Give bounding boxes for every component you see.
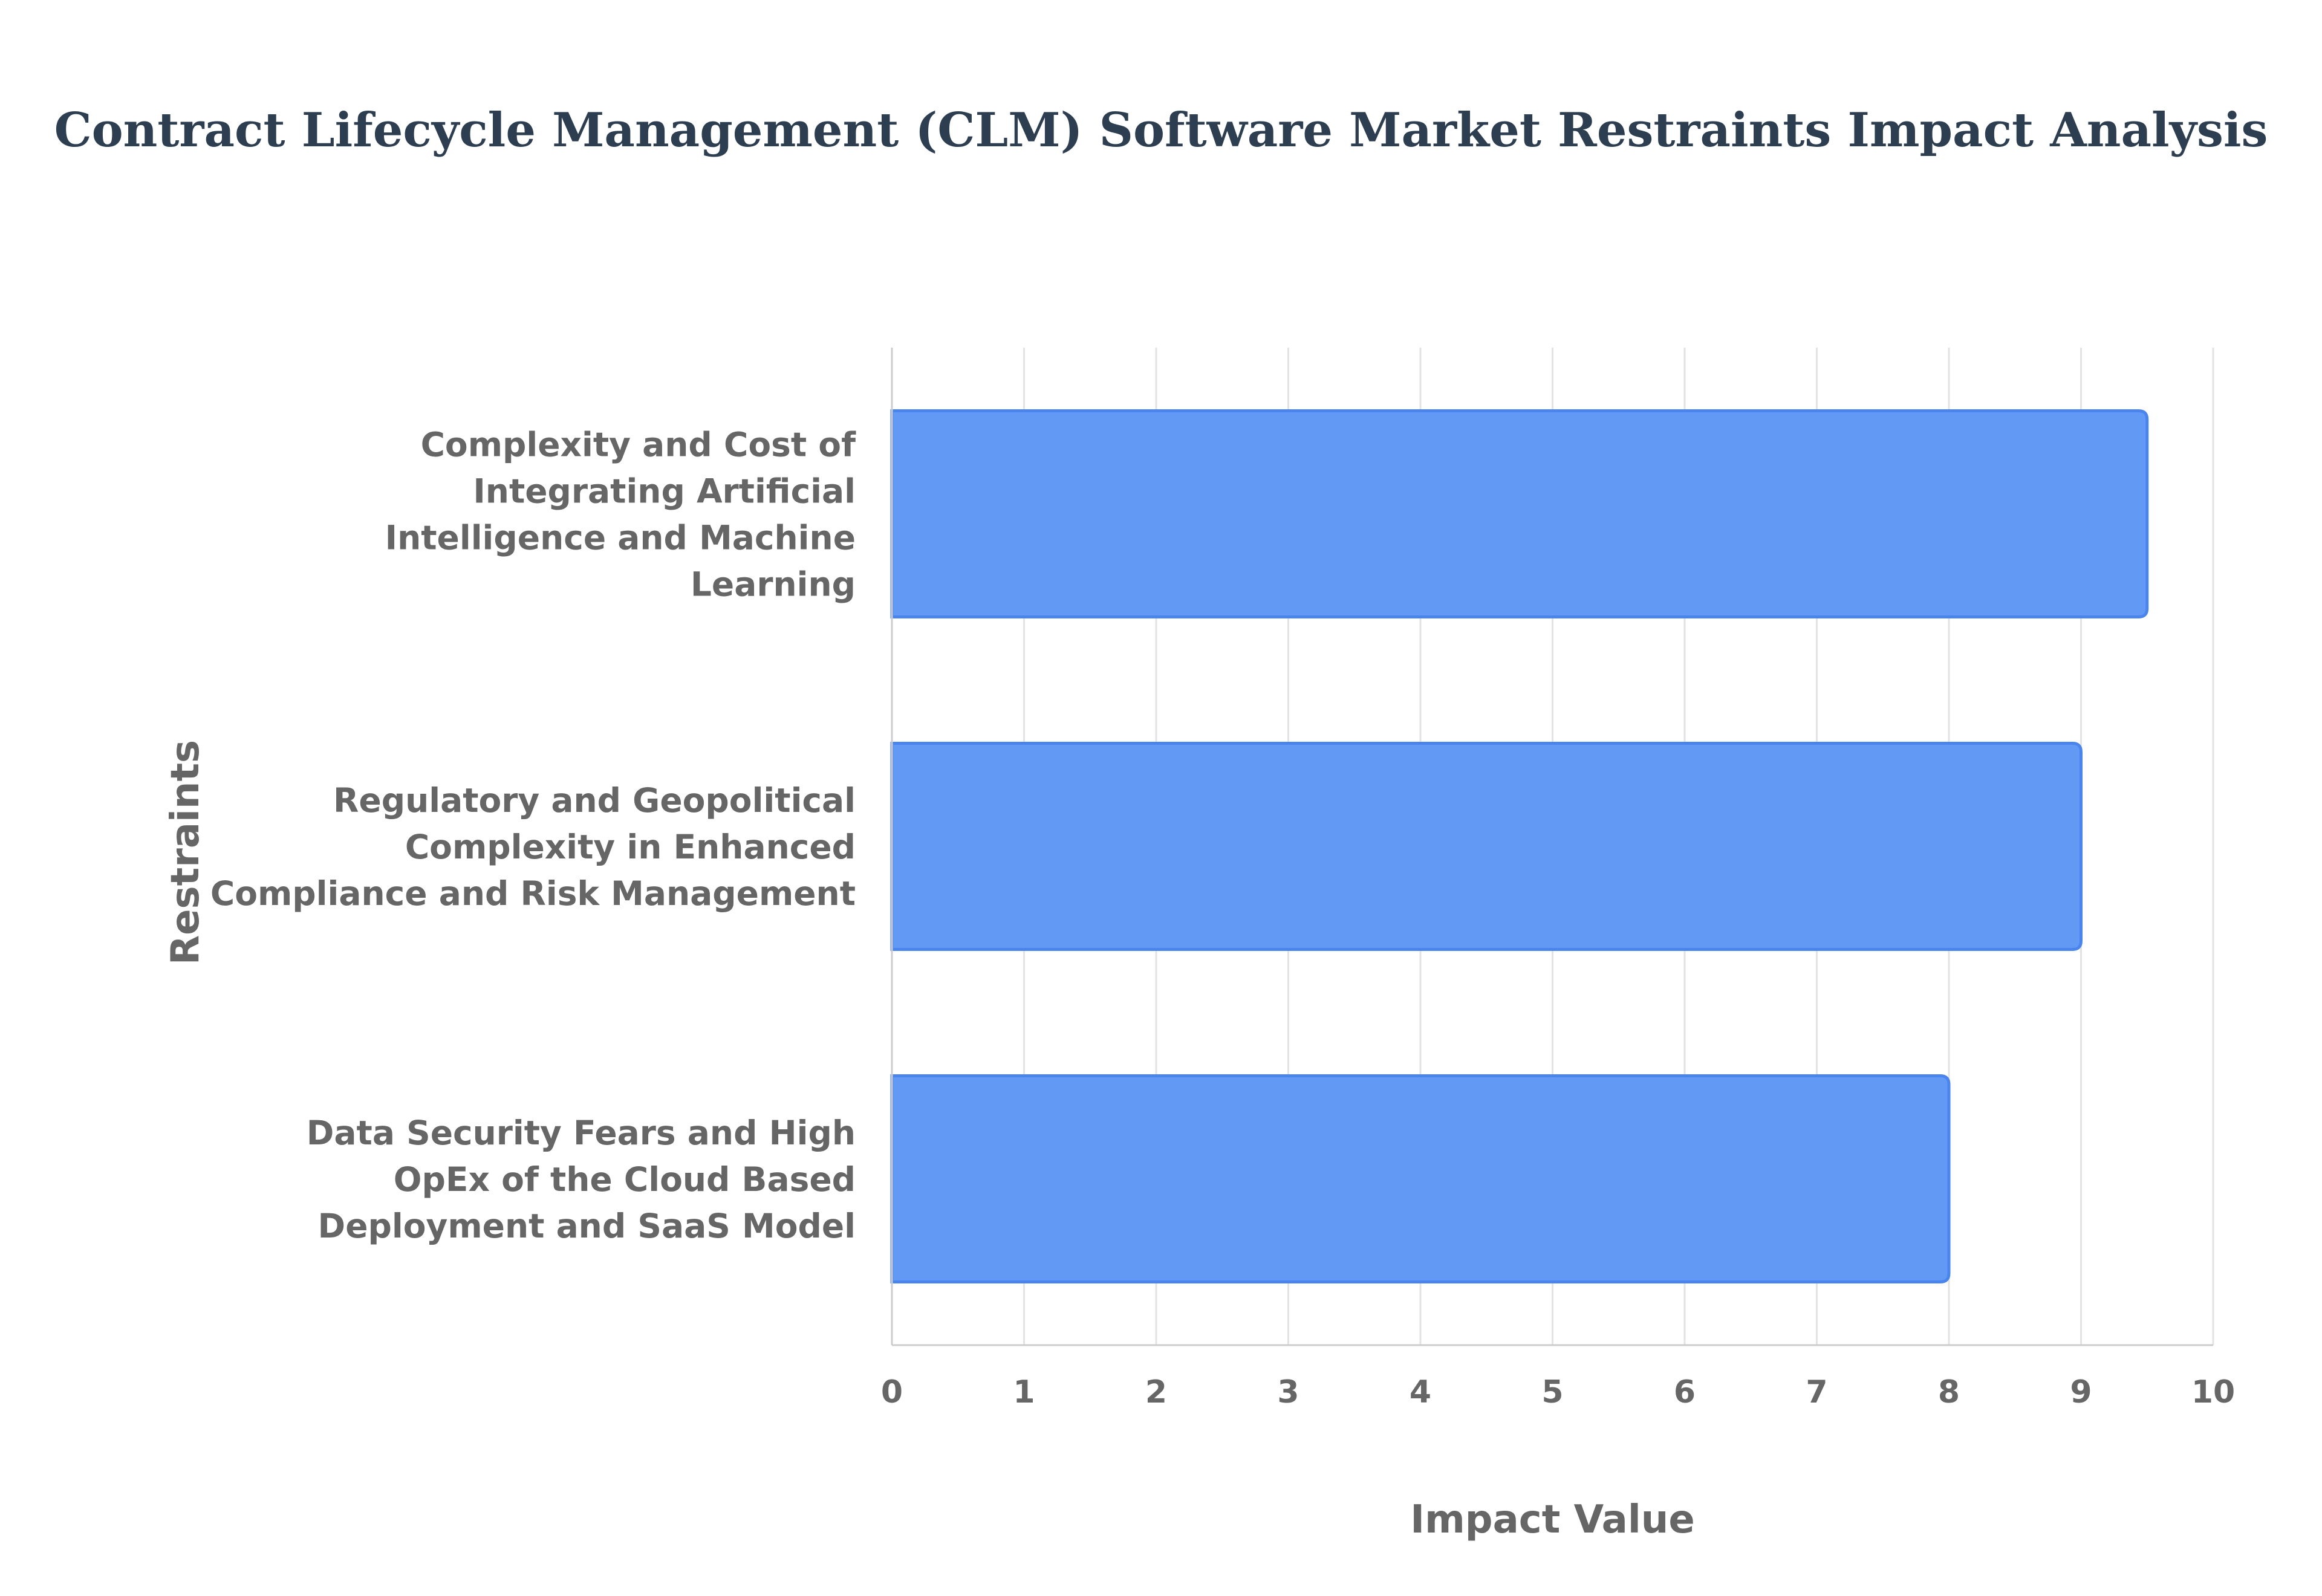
x-tick-label-1: 1 [1013, 1374, 1035, 1410]
y-category-label-line: Regulatory and Geopolitical [333, 781, 856, 820]
y-category-label-line: Compliance and Risk Management [210, 874, 856, 913]
y-axis-title: Restraints [163, 740, 208, 965]
bar-3 [890, 1074, 1951, 1283]
y-category-label-2: Regulatory and Geopolitical Complexity in… [210, 781, 856, 913]
x-tick-label-6: 6 [1674, 1374, 1696, 1410]
x-tick-label-10: 10 [2191, 1374, 2235, 1410]
y-category-label-line: Complexity and Cost of [421, 426, 857, 464]
x-tick-label-2: 2 [1145, 1374, 1167, 1410]
x-tick-label-5: 5 [1541, 1374, 1563, 1410]
chart-title: Contract Lifecycle Management (CLM) Soft… [54, 103, 2268, 158]
x-tick-label-9: 9 [2070, 1374, 2092, 1410]
x-tick-label-3: 3 [1277, 1374, 1299, 1410]
bars [890, 409, 2149, 1283]
y-category-label-line: Complexity in Enhanced [405, 828, 856, 866]
y-category-label-1: Complexity and Cost of Integrating Artifi… [385, 426, 856, 604]
x-tick-label-8: 8 [1938, 1374, 1960, 1410]
x-tick-label-7: 7 [1806, 1374, 1827, 1410]
y-category-label-line: Intelligence and Machine [385, 519, 856, 557]
bar-2 [890, 742, 2083, 951]
y-category-label-line: OpEx of the Cloud Based [394, 1160, 856, 1199]
y-category-label-line: Deployment and SaaS Model [318, 1207, 856, 1245]
x-tick-label-4: 4 [1410, 1374, 1431, 1410]
axes [891, 348, 2213, 1346]
bar-1 [890, 409, 2149, 618]
labels: 0 1 2 3 4 5 6 7 8 9 10 Complexity and Cost of Integr… [163, 426, 2235, 1543]
y-category-label-3: Data Security Fears and High OpEx of the … [307, 1114, 856, 1245]
x-tick-label-0: 0 [881, 1374, 903, 1410]
y-category-label-line: Learning [691, 565, 856, 604]
x-axis-title: Impact Value [1410, 1497, 1694, 1542]
y-category-label-line: Data Security Fears and High [307, 1114, 856, 1152]
y-category-label-line: Integrating Artificial [473, 472, 856, 511]
